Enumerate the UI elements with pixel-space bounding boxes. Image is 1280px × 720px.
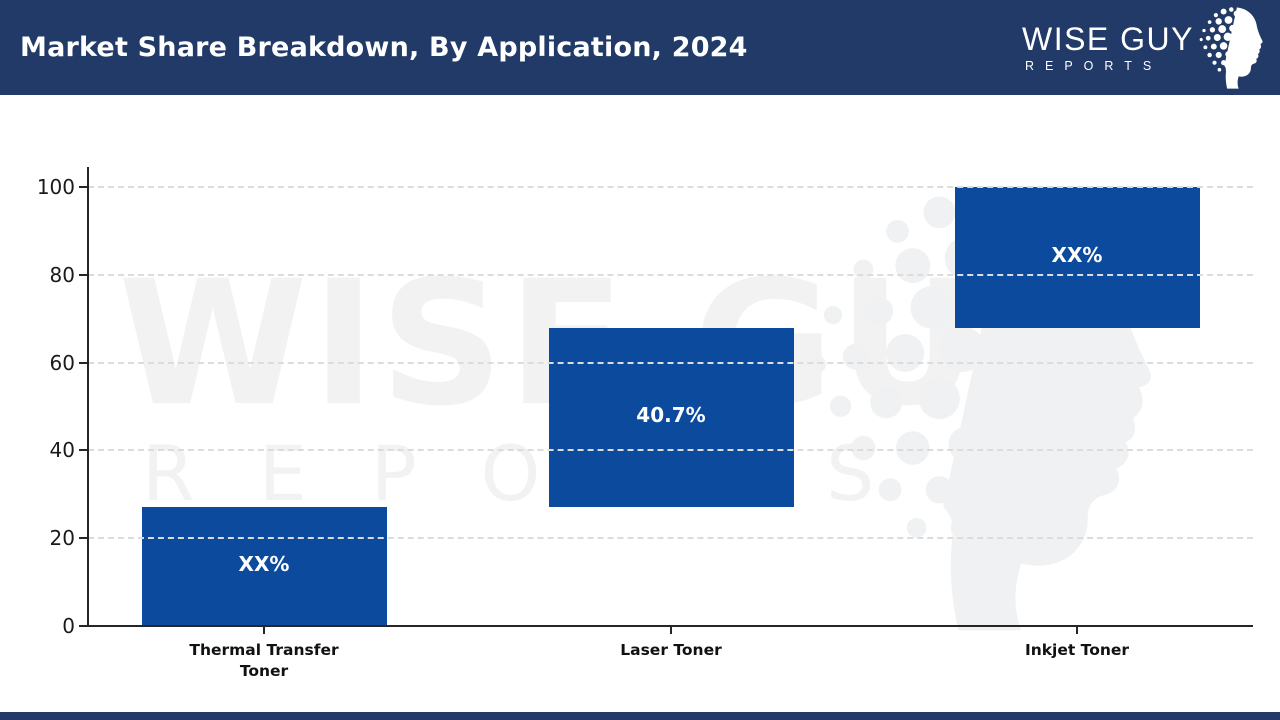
- gridline-40: [88, 449, 1253, 452]
- y-tick-mark: [79, 537, 87, 540]
- bar-value-label: XX%: [1051, 243, 1103, 268]
- header-bar: Market Share Breakdown, By Application, …: [0, 0, 1280, 95]
- y-tick-label: 100: [36, 175, 75, 199]
- x-tick-mark: [670, 627, 672, 634]
- bar-3: [954, 187, 1200, 328]
- y-tick-mark: [79, 449, 87, 452]
- bar-value-label: 40.7%: [636, 403, 706, 428]
- x-category-label: Laser Toner: [620, 641, 722, 659]
- y-tick-label: 80: [49, 262, 75, 287]
- brand-logo-text: WISE GUY REPORTS: [1022, 23, 1194, 73]
- y-tick-label: 0: [62, 614, 75, 638]
- footer-bar: [0, 712, 1280, 720]
- y-tick-label: 40: [49, 438, 75, 463]
- x-category-label: Thermal Transfer Toner: [189, 641, 339, 680]
- brand-logo: WISE GUY REPORTS: [1022, 4, 1268, 92]
- page-title: Market Share Breakdown, By Application, …: [20, 32, 748, 63]
- brand-name: WISE GUY: [1021, 21, 1194, 58]
- gridline-100: [88, 186, 1253, 188]
- y-tick-mark: [79, 186, 87, 188]
- gridline-20: [88, 537, 1253, 540]
- y-tick-mark: [79, 273, 87, 276]
- bar-1: [141, 506, 387, 626]
- y-axis-line: [87, 167, 89, 626]
- brand-subname: REPORTS: [1024, 59, 1163, 74]
- y-tick-mark: [79, 361, 87, 364]
- x-tick-mark: [1076, 627, 1078, 634]
- y-tick-label: 60: [49, 350, 75, 375]
- x-category-label: Inkjet Toner: [1024, 641, 1130, 659]
- bar-value-label: XX%: [238, 552, 290, 577]
- brand-head-icon: [1196, 6, 1268, 90]
- y-tick-mark: [79, 625, 87, 627]
- x-axis-line: [87, 625, 1253, 627]
- x-tick-mark: [263, 627, 265, 634]
- gridline-60: [88, 361, 1253, 364]
- bar-2: [548, 327, 794, 507]
- gridline-80: [88, 273, 1253, 276]
- y-tick-label: 20: [49, 526, 75, 551]
